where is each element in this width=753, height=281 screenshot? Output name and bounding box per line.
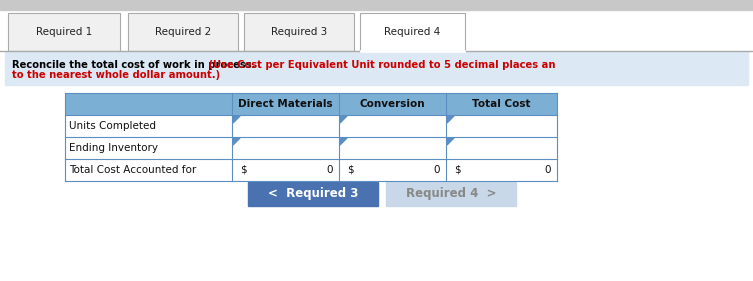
Text: Total Cost Accounted for: Total Cost Accounted for — [69, 165, 197, 175]
FancyBboxPatch shape — [128, 13, 238, 51]
Text: 0: 0 — [544, 165, 551, 175]
Polygon shape — [447, 116, 454, 123]
Polygon shape — [233, 116, 240, 123]
Polygon shape — [340, 116, 347, 123]
Text: Required 1: Required 1 — [36, 27, 92, 37]
Bar — [5, 52, 748, 85]
Text: Required 3: Required 3 — [271, 27, 327, 37]
Polygon shape — [340, 138, 347, 145]
Text: $: $ — [240, 165, 247, 175]
Text: Direct Materials: Direct Materials — [238, 99, 333, 109]
Bar — [248, 182, 378, 206]
Text: <  Required 3: < Required 3 — [268, 187, 358, 201]
Polygon shape — [447, 138, 454, 145]
Text: to the nearest whole dollar amount.): to the nearest whole dollar amount.) — [12, 70, 220, 80]
Text: Total Cost: Total Cost — [472, 99, 531, 109]
Text: 0: 0 — [434, 165, 440, 175]
Text: 0: 0 — [327, 165, 333, 175]
Text: $: $ — [454, 165, 461, 175]
Bar — [65, 93, 557, 115]
Text: Required 2: Required 2 — [155, 27, 211, 37]
FancyBboxPatch shape — [244, 13, 354, 51]
Text: Required 4  >: Required 4 > — [406, 187, 496, 201]
Text: (Use Cost per Equivalent Unit rounded to 5 decimal places an: (Use Cost per Equivalent Unit rounded to… — [205, 60, 556, 70]
Bar — [65, 115, 557, 181]
Text: Required 4: Required 4 — [384, 27, 441, 37]
Polygon shape — [233, 138, 240, 145]
Text: Ending Inventory: Ending Inventory — [69, 143, 158, 153]
Text: Units Completed: Units Completed — [69, 121, 156, 131]
Bar — [386, 182, 516, 206]
FancyBboxPatch shape — [8, 13, 120, 51]
Text: $: $ — [347, 165, 354, 175]
Text: Reconcile the total cost of work in process.: Reconcile the total cost of work in proc… — [12, 60, 255, 70]
Text: Conversion: Conversion — [360, 99, 425, 109]
Bar — [0, 0, 753, 10]
FancyBboxPatch shape — [360, 13, 465, 51]
